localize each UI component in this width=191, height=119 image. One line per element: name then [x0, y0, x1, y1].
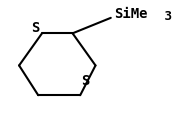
Text: SiMe: SiMe — [115, 7, 148, 21]
Text: 3: 3 — [157, 10, 172, 23]
Text: S: S — [81, 74, 89, 88]
Text: S: S — [31, 21, 40, 35]
